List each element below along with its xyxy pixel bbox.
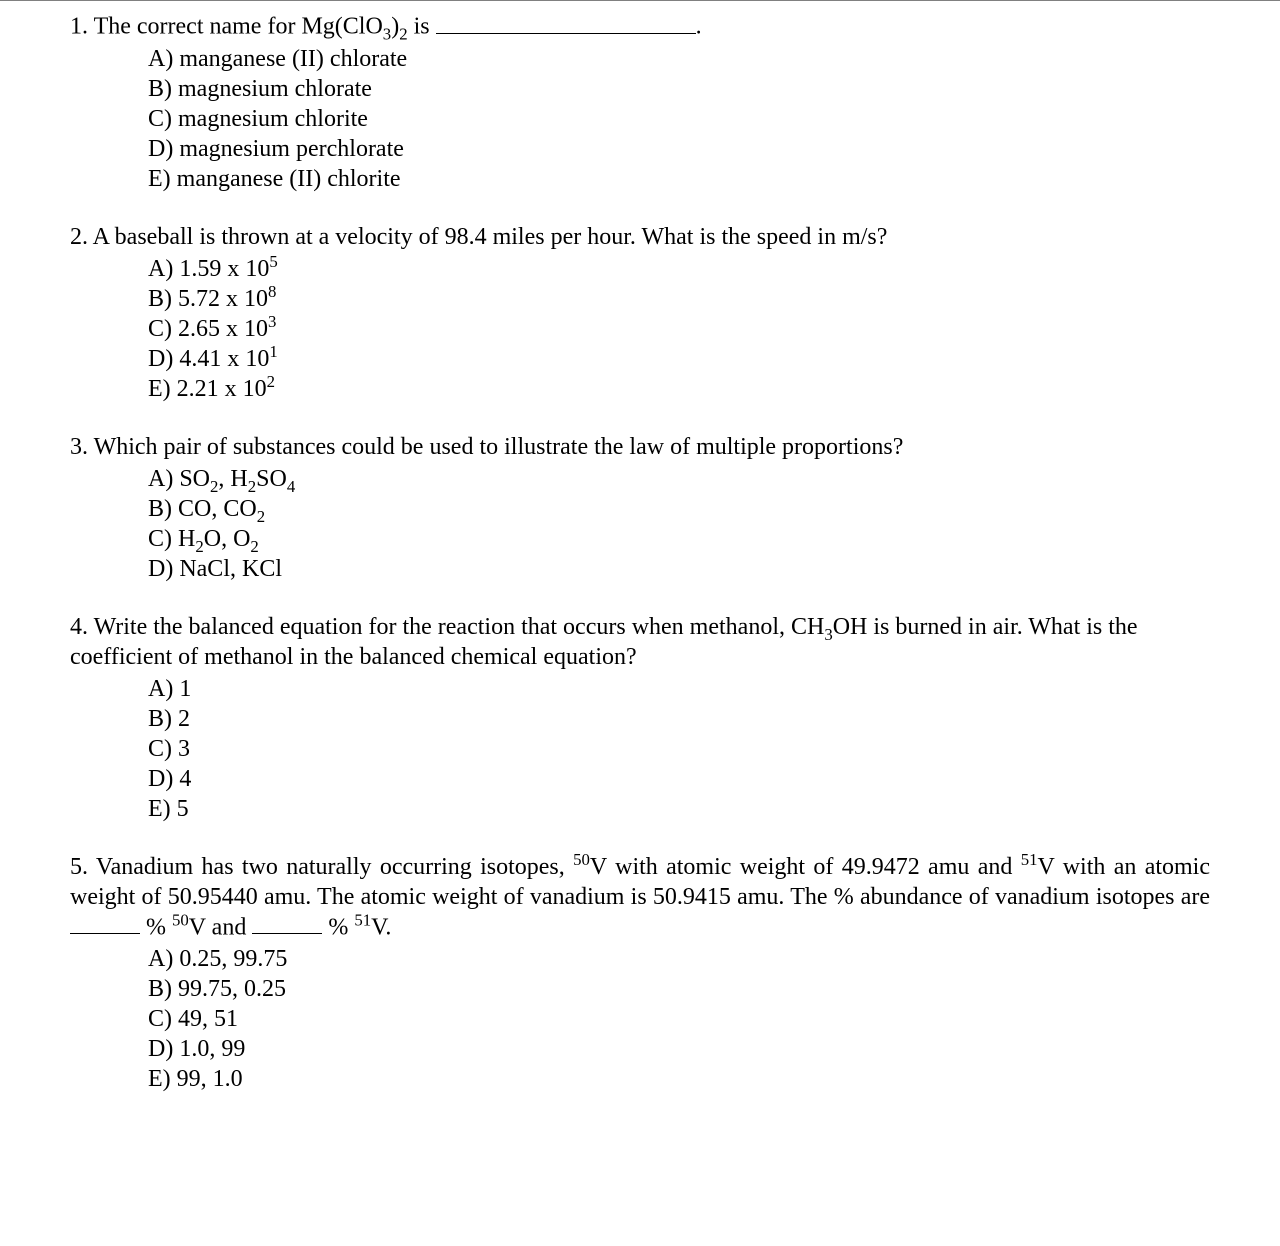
choice-b: B) 2 bbox=[148, 704, 1210, 734]
question-5: 5. Vanadium has two naturally occurring … bbox=[70, 852, 1210, 1095]
choice-d: D) magnesium perchlorate bbox=[148, 134, 1210, 164]
question-2: 2. A baseball is thrown at a velocity of… bbox=[70, 222, 1210, 404]
page: 1. The correct name for Mg(ClO3)2 is .A)… bbox=[0, 0, 1280, 1162]
choice-e: E) 99, 1.0 bbox=[148, 1064, 1210, 1094]
question-stem: 2. A baseball is thrown at a velocity of… bbox=[70, 222, 1210, 252]
question-stem: 4. Write the balanced equation for the r… bbox=[70, 612, 1210, 672]
choice-e: E) 5 bbox=[148, 794, 1210, 824]
choice-a: A) 1 bbox=[148, 674, 1210, 704]
choices: A) SO2, H2SO4B) CO, CO2C) H2O, O2D) NaCl… bbox=[148, 464, 1210, 584]
choice-b: B) CO, CO2 bbox=[148, 494, 1210, 524]
choice-b: B) 99.75, 0.25 bbox=[148, 974, 1210, 1004]
choice-b: B) magnesium chlorate bbox=[148, 74, 1210, 104]
choice-b: B) 5.72 x 108 bbox=[148, 284, 1210, 314]
choices: A) 1B) 2C) 3D) 4E) 5 bbox=[148, 674, 1210, 824]
question-4: 4. Write the balanced equation for the r… bbox=[70, 612, 1210, 824]
choice-c: C) 2.65 x 103 bbox=[148, 314, 1210, 344]
choice-d: D) 1.0, 99 bbox=[148, 1034, 1210, 1064]
choice-e: E) manganese (II) chlorite bbox=[148, 164, 1210, 194]
choice-c: C) 3 bbox=[148, 734, 1210, 764]
choice-a: A) 1.59 x 105 bbox=[148, 254, 1210, 284]
choice-d: D) 4 bbox=[148, 764, 1210, 794]
question-1: 1. The correct name for Mg(ClO3)2 is .A)… bbox=[70, 11, 1210, 194]
question-stem: 3. Which pair of substances could be use… bbox=[70, 432, 1210, 462]
choice-e: E) 2.21 x 102 bbox=[148, 374, 1210, 404]
choices: A) 1.59 x 105B) 5.72 x 108C) 2.65 x 103D… bbox=[148, 254, 1210, 404]
question-stem: 1. The correct name for Mg(ClO3)2 is . bbox=[70, 11, 1210, 42]
choice-d: D) 4.41 x 101 bbox=[148, 344, 1210, 374]
choice-a: A) 0.25, 99.75 bbox=[148, 944, 1210, 974]
choice-d: D) NaCl, KCl bbox=[148, 554, 1210, 584]
choice-c: C) magnesium chlorite bbox=[148, 104, 1210, 134]
choice-a: A) manganese (II) chlorate bbox=[148, 44, 1210, 74]
question-stem: 5. Vanadium has two naturally occurring … bbox=[70, 852, 1210, 943]
choices: A) manganese (II) chlorateB) magnesium c… bbox=[148, 44, 1210, 194]
question-3: 3. Which pair of substances could be use… bbox=[70, 432, 1210, 584]
choice-a: A) SO2, H2SO4 bbox=[148, 464, 1210, 494]
choice-c: C) H2O, O2 bbox=[148, 524, 1210, 554]
choice-c: C) 49, 51 bbox=[148, 1004, 1210, 1034]
questions-list: 1. The correct name for Mg(ClO3)2 is .A)… bbox=[70, 11, 1210, 1094]
choices: A) 0.25, 99.75B) 99.75, 0.25C) 49, 51D) … bbox=[148, 944, 1210, 1094]
